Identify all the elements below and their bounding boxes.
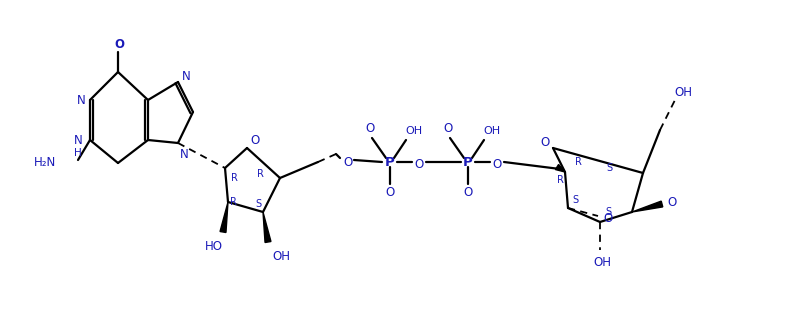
Text: R: R <box>230 197 236 207</box>
Text: HO: HO <box>205 240 223 254</box>
Text: O: O <box>114 39 124 51</box>
Text: R: R <box>231 173 238 183</box>
Polygon shape <box>220 202 228 232</box>
Text: S: S <box>606 163 612 173</box>
Polygon shape <box>632 201 663 212</box>
Text: N: N <box>181 71 190 83</box>
Text: O: O <box>463 187 472 199</box>
Text: N: N <box>74 134 83 146</box>
Text: R: R <box>556 175 564 185</box>
Polygon shape <box>556 164 565 172</box>
Text: R: R <box>257 169 263 179</box>
Text: O: O <box>667 195 677 209</box>
Text: OH: OH <box>405 126 423 136</box>
Text: O: O <box>444 123 452 135</box>
Text: P: P <box>385 155 395 169</box>
Text: S: S <box>605 207 611 217</box>
Text: S: S <box>255 199 261 209</box>
Text: N: N <box>180 149 188 161</box>
Text: O: O <box>541 135 549 149</box>
Text: OH: OH <box>593 256 611 268</box>
Text: O: O <box>250 134 260 148</box>
Text: O: O <box>492 158 502 170</box>
Text: R: R <box>575 157 581 167</box>
Text: P: P <box>463 155 473 169</box>
Text: O: O <box>366 123 374 135</box>
Text: O: O <box>414 158 424 170</box>
Polygon shape <box>263 212 271 242</box>
Text: OH: OH <box>483 126 501 136</box>
Text: O: O <box>386 187 394 199</box>
Text: OH: OH <box>674 85 692 99</box>
Text: O: O <box>343 157 353 169</box>
Text: O: O <box>603 212 613 224</box>
Text: H₂N: H₂N <box>33 155 56 169</box>
Text: N: N <box>76 93 85 107</box>
Text: H: H <box>74 148 82 158</box>
Text: OH: OH <box>272 250 290 264</box>
Text: S: S <box>572 195 578 205</box>
